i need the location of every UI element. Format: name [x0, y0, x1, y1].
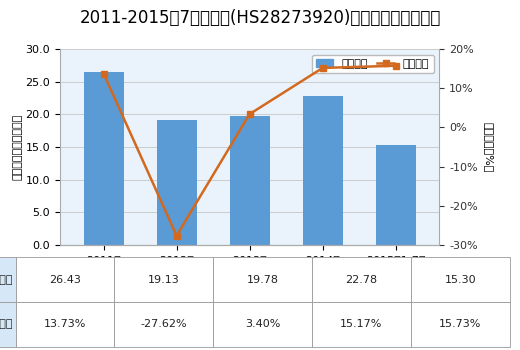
Text: 2011-2015年7月氯化钡(HS28273920)出口总额及增速统计: 2011-2015年7月氯化钡(HS28273920)出口总额及增速统计 — [80, 9, 440, 27]
Legend: 出口金额, 同比增长: 出口金额, 同比增长 — [312, 55, 434, 74]
Bar — [84, 72, 124, 245]
Bar — [303, 96, 343, 245]
Y-axis label: 同比增长（%）: 同比增长（%） — [484, 122, 493, 172]
Bar — [229, 116, 270, 245]
Bar — [375, 145, 415, 245]
Y-axis label: 出口金额（百万美元）: 出口金额（百万美元） — [12, 114, 22, 180]
Bar — [157, 120, 197, 245]
